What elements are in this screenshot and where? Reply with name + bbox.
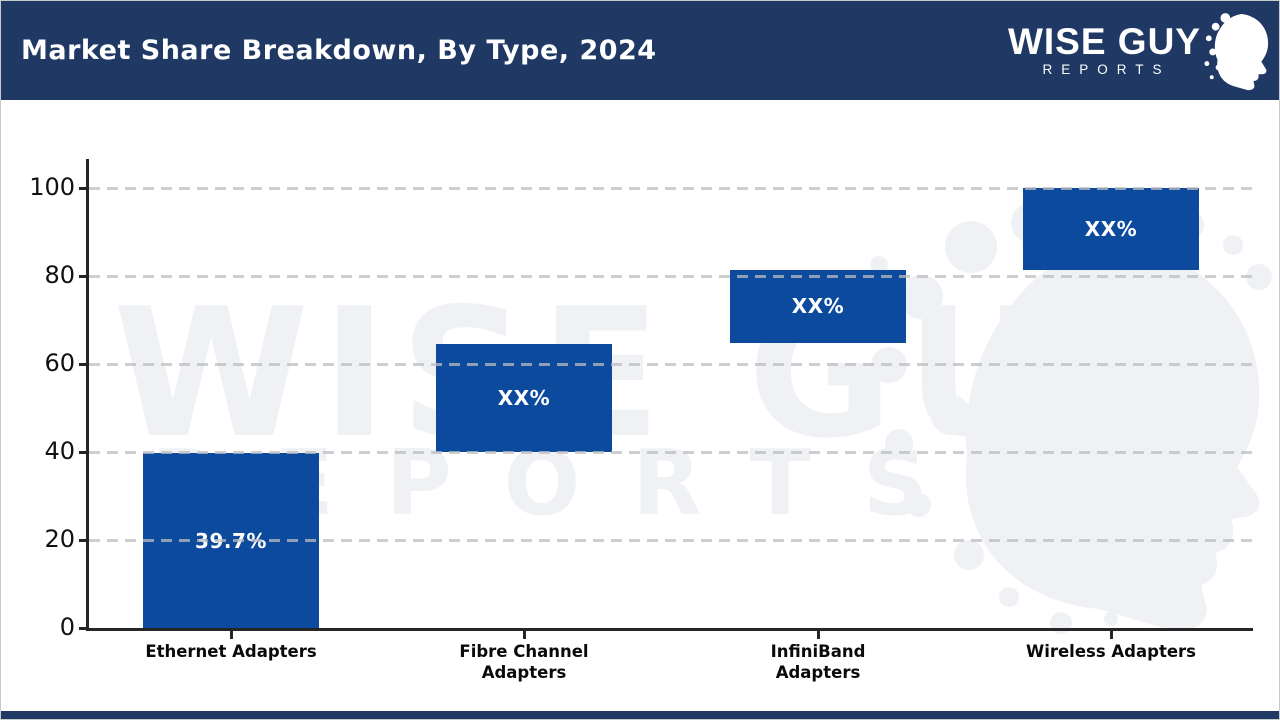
bar-value-label: XX% — [791, 294, 845, 319]
y-tick-mark — [79, 451, 87, 454]
bar: XX% — [436, 343, 612, 452]
header-bar: Market Share Breakdown, By Type, 2024 WI… — [1, 1, 1279, 100]
y-tick-label: 80 — [44, 261, 75, 289]
y-tick-mark — [79, 187, 87, 190]
x-tick-mark — [1110, 631, 1113, 639]
x-category-label: Fibre Channel Adapters — [459, 642, 589, 683]
y-tick-label: 40 — [44, 437, 75, 465]
logo: WISE GUY REPORTS — [1008, 9, 1271, 91]
logo-wordmark: WISE GUY REPORTS — [1007, 20, 1201, 78]
logo-face-icon — [1204, 13, 1269, 91]
gridline — [89, 275, 1253, 278]
y-tick-mark — [79, 627, 87, 630]
bar: XX% — [730, 269, 906, 343]
x-category-label: Wireless Adapters — [1026, 642, 1196, 661]
y-axis-line — [86, 159, 89, 631]
y-tick-label: 0 — [59, 613, 75, 641]
y-tick-mark — [79, 275, 87, 278]
bar: XX% — [1023, 188, 1199, 270]
logo-line1: WISE GUY — [1007, 20, 1201, 62]
x-tick-mark — [230, 631, 233, 639]
page-title: Market Share Breakdown, By Type, 2024 — [21, 35, 657, 66]
gridline — [89, 363, 1253, 366]
watermark-face-icon — [859, 205, 1272, 634]
x-tick-mark — [523, 631, 526, 639]
y-tick-label: 100 — [29, 173, 75, 201]
footer-bar — [1, 711, 1279, 719]
bar-value-label: XX% — [497, 385, 551, 410]
logo-line2: REPORTS — [1042, 62, 1171, 78]
y-tick-label: 20 — [44, 525, 75, 553]
x-category-label: Ethernet Adapters — [145, 642, 317, 661]
x-category-label: InfiniBand Adapters — [770, 642, 866, 683]
x-axis-line — [86, 628, 1253, 631]
y-tick-mark — [79, 539, 87, 542]
gridline — [89, 539, 1253, 542]
bar-value-label: XX% — [1084, 216, 1138, 241]
gridline — [89, 187, 1253, 190]
gridline — [89, 451, 1253, 454]
y-tick-mark — [79, 363, 87, 366]
x-tick-mark — [817, 631, 820, 639]
y-tick-label: 60 — [44, 349, 75, 377]
